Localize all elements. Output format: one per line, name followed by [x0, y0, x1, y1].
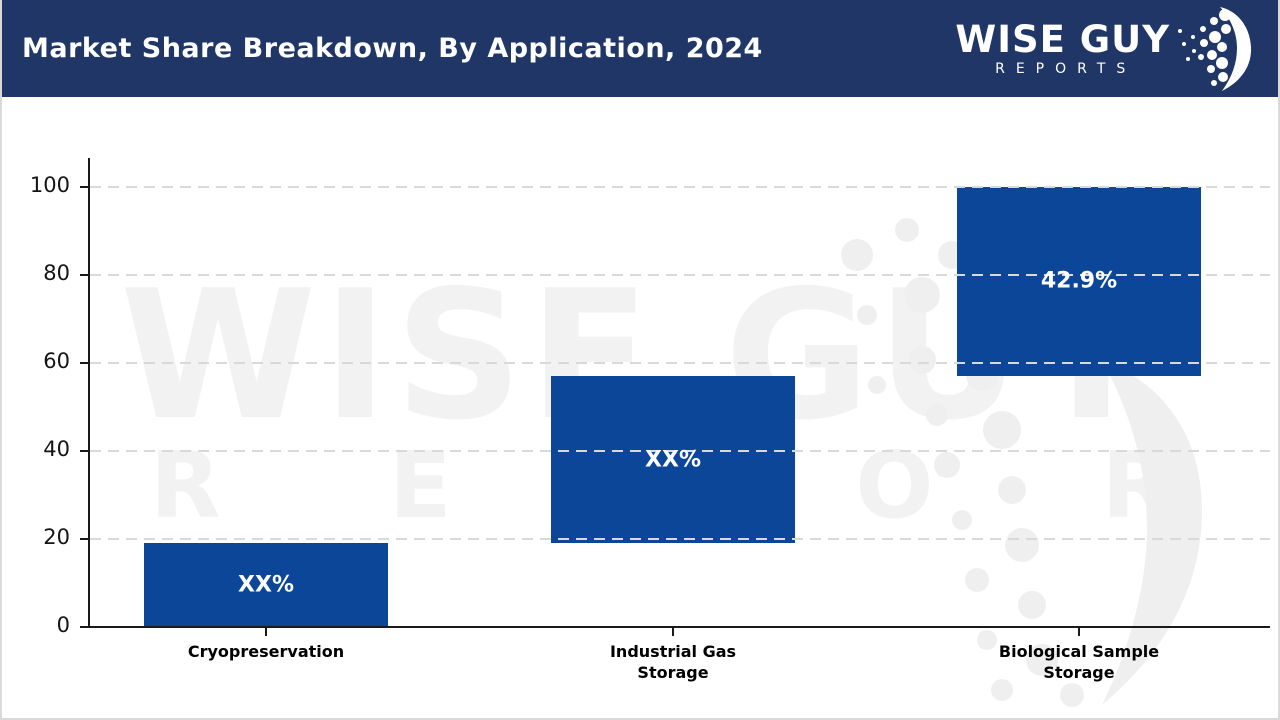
x-tick — [672, 628, 674, 636]
gridline-80 — [90, 274, 1270, 276]
bar-cryopreservation — [144, 543, 388, 627]
wiseguy-logo: WISE GUY REPORTS — [955, 6, 1254, 91]
x-axis-label-biological-sample-storage: Biological Sample Storage — [998, 642, 1160, 682]
gridline-100 — [90, 186, 1270, 188]
x-tick — [265, 628, 267, 636]
y-tick-label-60: 60 — [43, 349, 70, 373]
bar-value-label: XX% — [645, 447, 701, 473]
bar-value-label: XX% — [238, 572, 294, 598]
header: Market Share Breakdown, By Application, … — [2, 0, 1278, 97]
y-tick-40 — [80, 450, 88, 452]
gridline-40 — [90, 450, 1270, 452]
page-title: Market Share Breakdown, By Application, … — [22, 33, 763, 64]
y-tick-label-20: 20 — [43, 525, 70, 549]
y-tick-100 — [80, 186, 88, 188]
y-axis-spine — [88, 158, 90, 628]
gridline-60 — [90, 362, 1270, 364]
logo-subtitle-text: REPORTS — [995, 61, 1137, 77]
y-tick-label-100: 100 — [29, 173, 70, 197]
logo-title-text: WISE GUY — [955, 18, 1170, 61]
logo-wordmark: WISE GUY REPORTS — [955, 21, 1170, 76]
watermark-dotted-head-icon — [841, 218, 1202, 707]
y-tick-20 — [80, 538, 88, 540]
x-axis-spine — [88, 626, 1270, 628]
bar-industrial-gas-storage — [551, 375, 795, 544]
y-tick-label-0: 0 — [56, 613, 70, 637]
gridline-20 — [90, 538, 1270, 540]
y-tick-label-80: 80 — [43, 261, 70, 285]
bar-value-label: 42.9% — [1040, 268, 1118, 294]
x-tick — [1078, 628, 1080, 636]
x-axis-label-cryopreservation: Cryopreservation — [187, 642, 345, 661]
y-tick-0 — [80, 626, 88, 628]
y-tick-60 — [80, 362, 88, 364]
y-tick-80 — [80, 274, 88, 276]
dotted-head-icon — [1178, 6, 1252, 91]
bar-biological-sample-storage — [957, 187, 1201, 376]
y-tick-label-40: 40 — [43, 437, 70, 461]
x-axis-label-industrial-gas-storage: Industrial Gas Storage — [609, 642, 737, 682]
